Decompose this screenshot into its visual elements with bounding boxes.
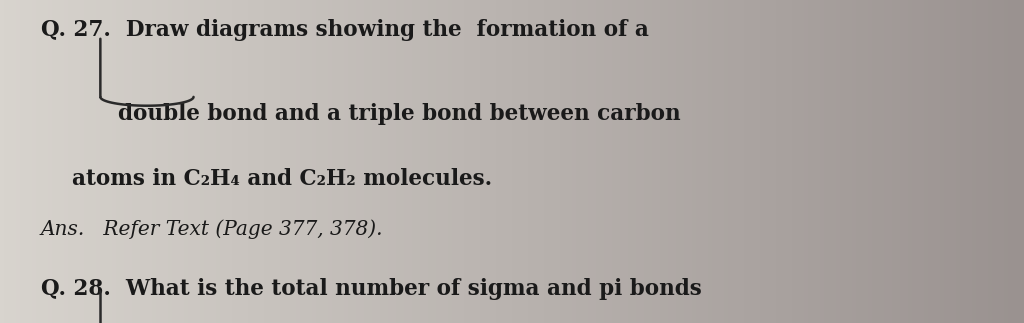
Text: Q. 27.  Draw diagrams showing the  formation of a: Q. 27. Draw diagrams showing the formati… [41,19,649,41]
Text: Q. 28.  What is the total number of sigma and pi bonds: Q. 28. What is the total number of sigma… [41,278,701,300]
Text: atoms in C₂H₄ and C₂H₂ molecules.: atoms in C₂H₄ and C₂H₂ molecules. [72,168,492,190]
Text: Ans.   Refer Text (Page 377, 378).: Ans. Refer Text (Page 377, 378). [41,220,383,239]
Text: double bond and a triple bond between carbon: double bond and a triple bond between ca… [118,103,680,125]
